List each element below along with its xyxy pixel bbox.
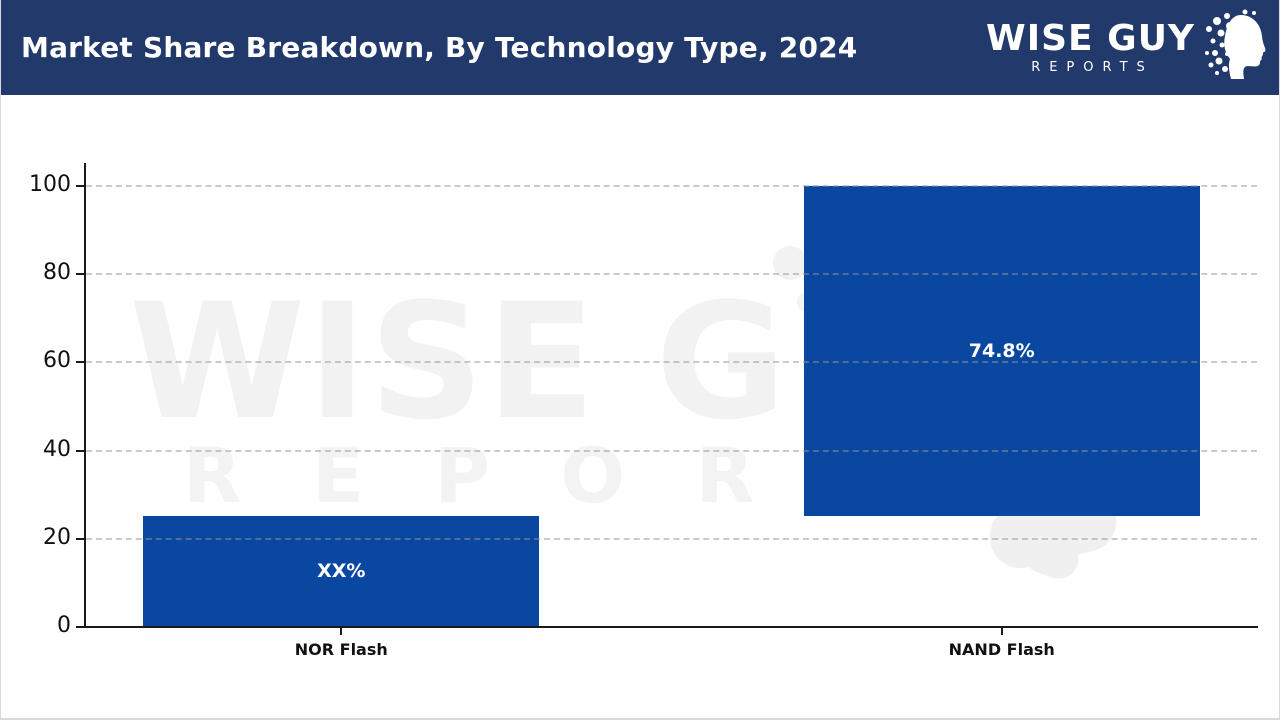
y-axis-line — [84, 163, 86, 628]
y-tick-mark — [76, 273, 85, 276]
page-title: Market Share Breakdown, By Technology Ty… — [21, 31, 858, 64]
y-tick-label: 60 — [43, 348, 71, 374]
x-tick-label-nor-flash: NOR Flash — [294, 640, 388, 659]
y-tick-label: 100 — [29, 172, 71, 197]
y-tick-mark — [76, 537, 85, 540]
y-tick-label: 40 — [43, 436, 71, 462]
bar-nor-flash[interactable]: XX% — [143, 515, 540, 627]
wise-guy-reports-logo: WISE GUY REPORTS — [986, 9, 1267, 87]
y-tick-label: 20 — [43, 524, 71, 550]
bar-value-label: 74.8% — [968, 339, 1035, 362]
y-tick-mark — [76, 185, 85, 187]
plot-area: XX% 74.8% — [86, 185, 1257, 627]
face-profile-icon — [1205, 9, 1266, 79]
y-tick-mark — [76, 626, 85, 628]
x-axis-line — [84, 626, 1258, 628]
header-band: Market Share Breakdown, By Technology Ty… — [1, 0, 1279, 95]
y-tick-mark — [76, 449, 85, 452]
x-tick-mark — [340, 628, 343, 635]
logo-text: WISE GUY REPORTS — [985, 18, 1195, 75]
y-tick-label: 0 — [57, 613, 71, 638]
bar-value-label: XX% — [317, 560, 366, 583]
x-tick-label-nand-flash: NAND Flash — [948, 640, 1055, 659]
y-tick-label: 80 — [43, 260, 71, 286]
logo-wordmark: WISE GUY — [985, 18, 1195, 59]
x-tick-mark — [1000, 628, 1003, 635]
y-tick-mark — [76, 361, 85, 364]
logo-subtitle: REPORTS — [1031, 60, 1154, 75]
bar-nand-flash[interactable]: 74.8% — [803, 186, 1200, 516]
